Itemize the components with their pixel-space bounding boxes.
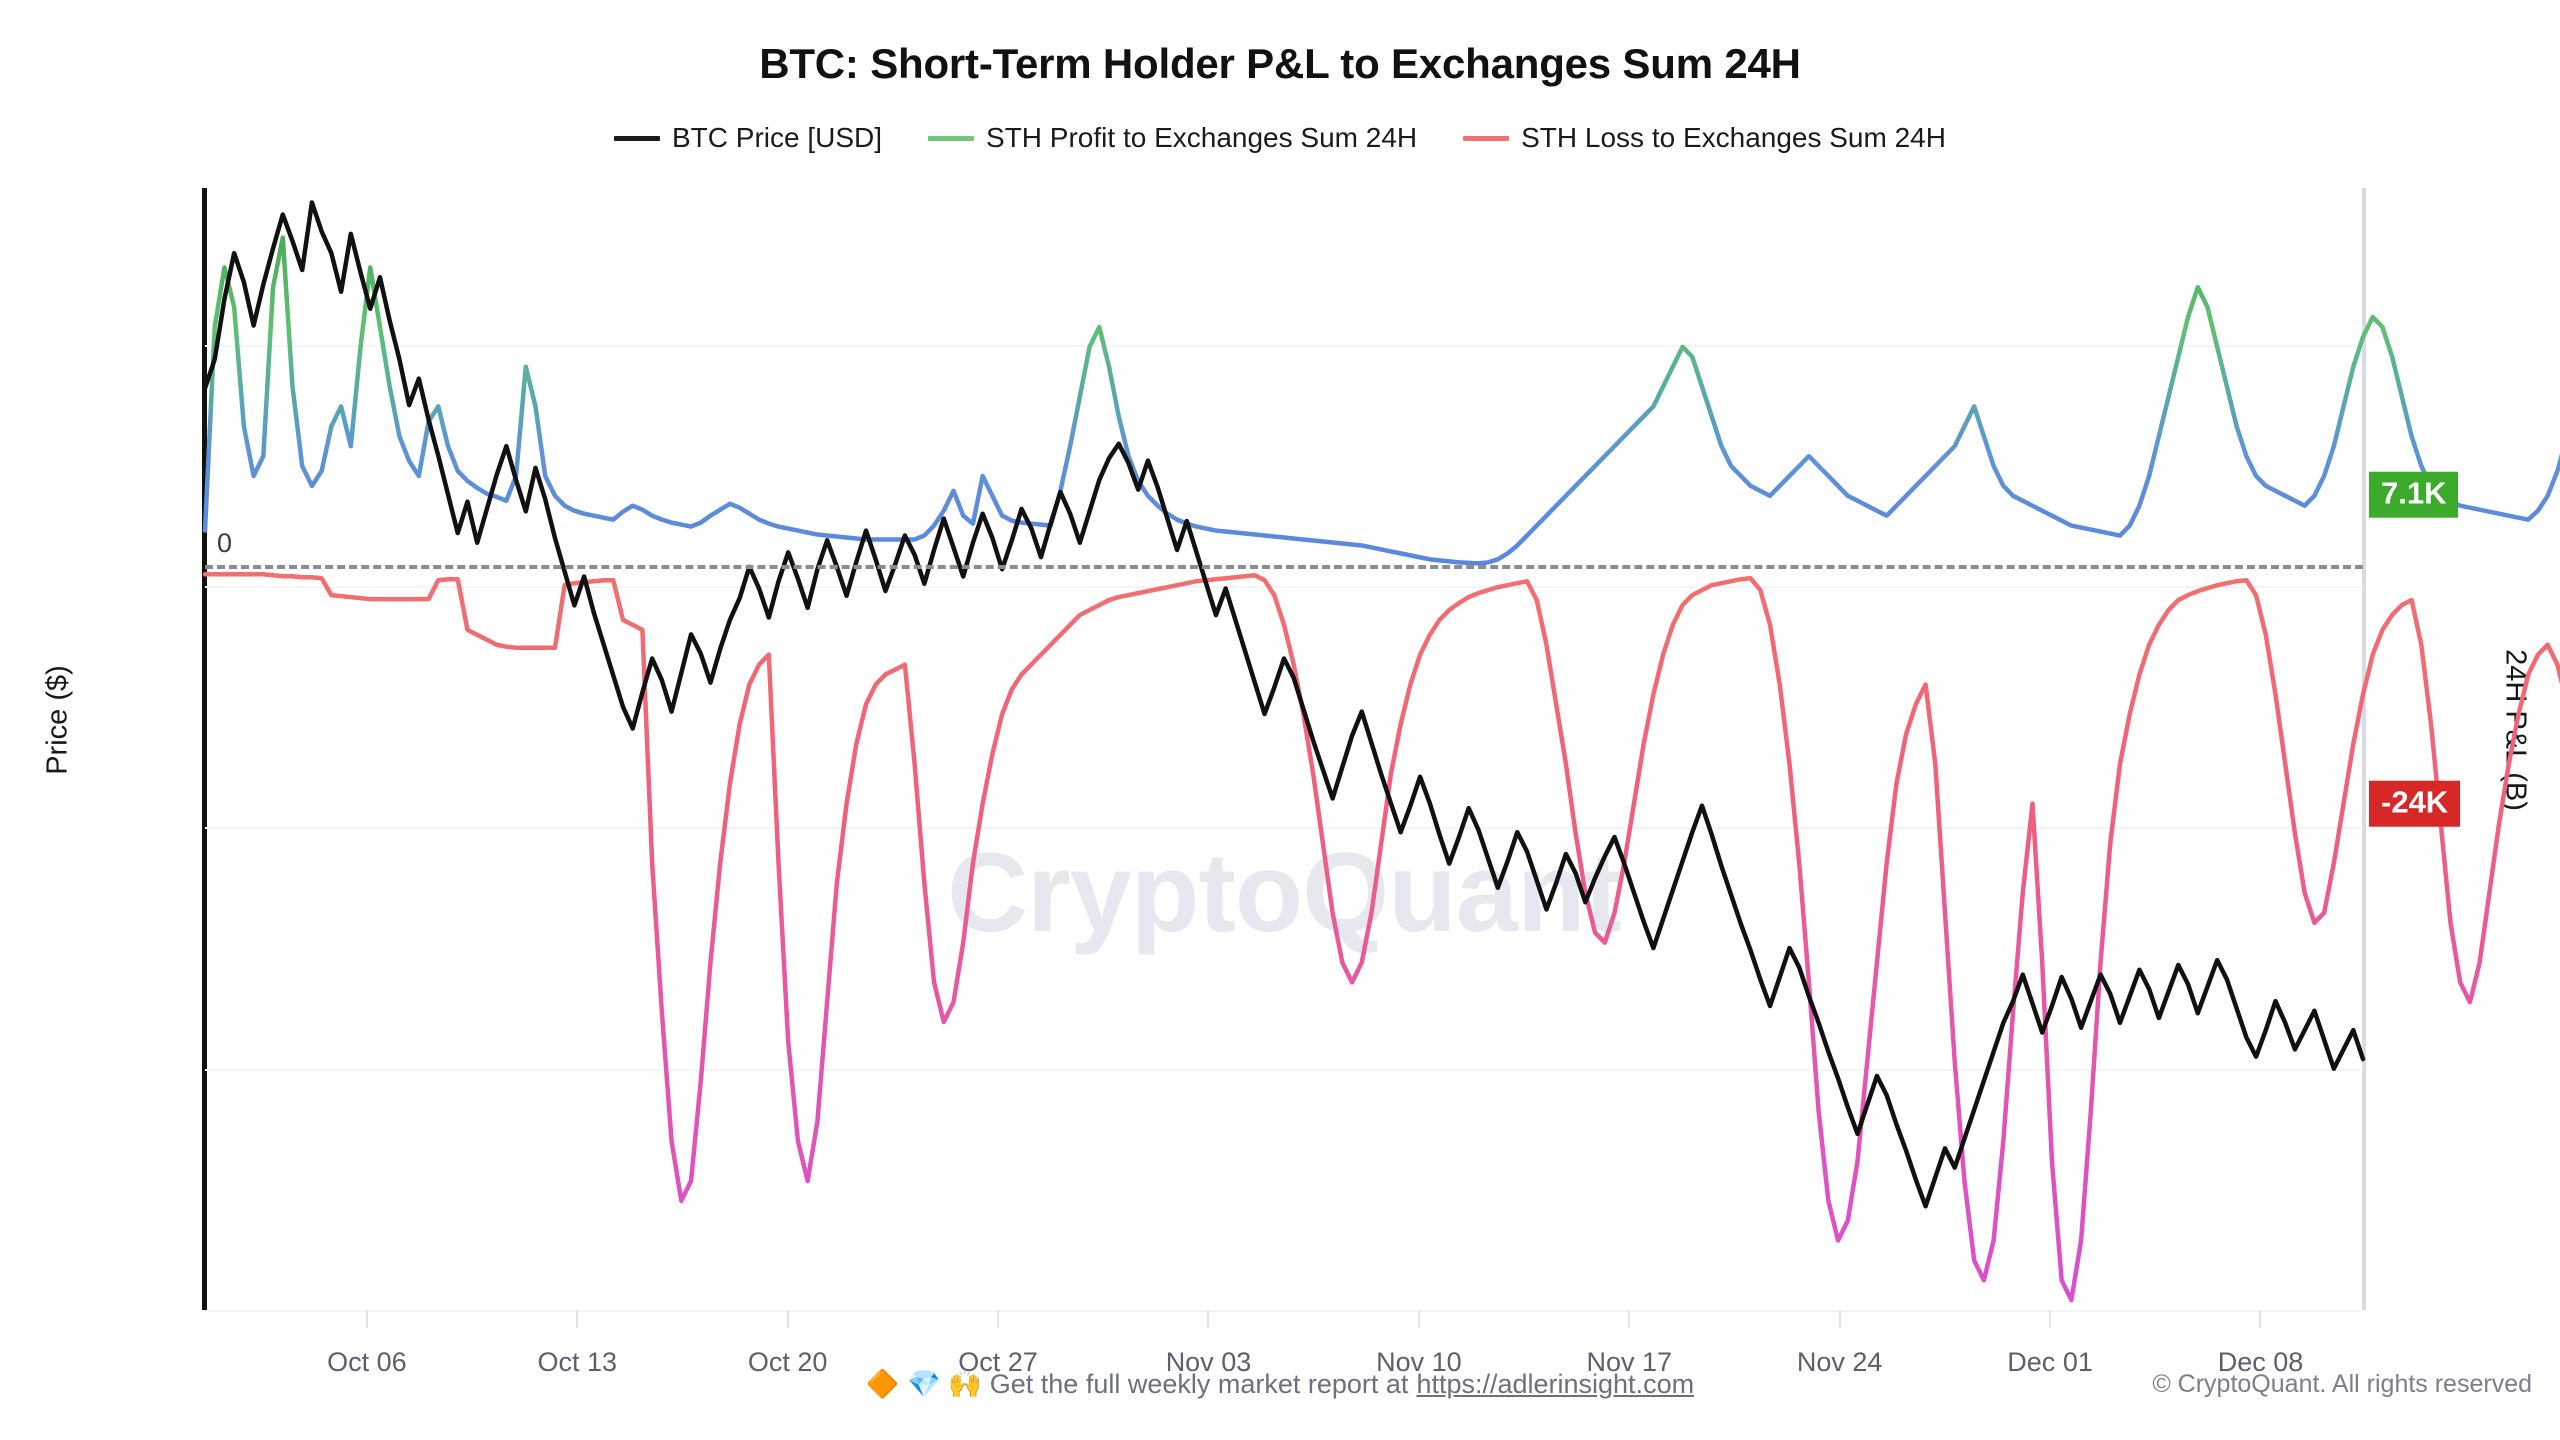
footer: 🔶 💎 🙌 Get the full weekly market report … [0, 1368, 2560, 1408]
footer-promo-link[interactable]: https://adlerinsight.com [1416, 1368, 1695, 1399]
x-axis-tick-label: Oct 27 [958, 1347, 1038, 1377]
x-axis-tick-label: Nov 17 [1586, 1347, 1673, 1377]
x-axis-tick-mark [576, 1310, 579, 1328]
footer-emoji-icons: 🔶 💎 🙌 [865, 1369, 982, 1399]
gridline [205, 1310, 2363, 1312]
x-axis-tick-label: Dec 08 [2217, 1347, 2304, 1377]
x-axis-tick-label: Nov 10 [1376, 1347, 1462, 1377]
y-axis-left-title: Price ($) [41, 665, 74, 775]
left-axis-spine [202, 188, 207, 1310]
gridline [205, 586, 2363, 589]
series-sth-loss [202, 572, 2560, 1303]
x-axis-tick-mark [786, 1310, 789, 1328]
zero-reference-line [205, 565, 2363, 570]
legend-swatch-btc-price [614, 135, 660, 141]
legend-item-sth-loss[interactable]: STH Loss to Exchanges Sum 24H [1463, 122, 1946, 154]
x-axis-tick-label: Dec 01 [2007, 1347, 2093, 1377]
gridline [205, 1068, 2363, 1071]
x-axis-tick-mark [997, 1310, 1000, 1328]
legend-label-sth-loss: STH Loss to Exchanges Sum 24H [1521, 122, 1946, 153]
x-axis-tick-label: Oct 06 [327, 1347, 407, 1377]
legend-item-btc-price[interactable]: BTC Price [USD] [614, 122, 882, 154]
legend-swatch-sth-loss [1463, 135, 1510, 141]
gridline [205, 827, 2363, 830]
zero-annotation-label: 0 [217, 528, 233, 559]
x-axis-tick-label: Oct 13 [537, 1347, 618, 1377]
plot-area: 120K110K100K90K80K 30K0-30K-60K Oct 06Oc… [202, 188, 2560, 1377]
footer-promo-text: Get the full weekly market report at [989, 1368, 1409, 1399]
series-btc-price [202, 200, 2366, 1209]
series-sth-profit [202, 235, 2560, 566]
x-axis-tick-mark [1838, 1310, 1841, 1328]
x-axis-tick-label: Nov 24 [1796, 1347, 1883, 1377]
footer-copyright: © CryptoQuant. All rights reserved [2152, 1370, 2532, 1398]
x-axis-tick-label: Oct 20 [747, 1347, 828, 1377]
footer-promo: 🔶 💎 🙌 Get the full weekly market report … [0, 1368, 2560, 1400]
chart-legend: BTC Price [USD] STH Profit to Exchanges … [0, 122, 2560, 154]
chart-title: BTC: Short-Term Holder P&L to Exchanges … [759, 40, 1801, 87]
x-axis-tick-mark [2049, 1310, 2052, 1328]
profit-value-badge: 7.1K [2369, 471, 2459, 519]
legend-swatch-sth-profit [928, 135, 975, 141]
right-axis-spine [2362, 188, 2366, 1310]
legend-label-sth-profit: STH Profit to Exchanges Sum 24H [986, 122, 1418, 153]
x-axis-tick-label: Nov 03 [1165, 1347, 1252, 1377]
legend-item-sth-profit[interactable]: STH Profit to Exchanges Sum 24H [928, 122, 1417, 154]
legend-label-btc-price: BTC Price [USD] [672, 122, 883, 153]
loss-value-badge: -24K [2369, 780, 2461, 827]
gridline [205, 344, 2363, 347]
x-axis-tick-mark [1628, 1310, 1631, 1328]
series-canvas [202, 200, 2560, 1303]
x-axis-tick-mark [365, 1310, 368, 1328]
x-axis-tick-mark [1417, 1310, 1420, 1328]
x-axis-tick-mark [1207, 1310, 1210, 1328]
x-axis-tick-mark [2259, 1310, 2262, 1328]
